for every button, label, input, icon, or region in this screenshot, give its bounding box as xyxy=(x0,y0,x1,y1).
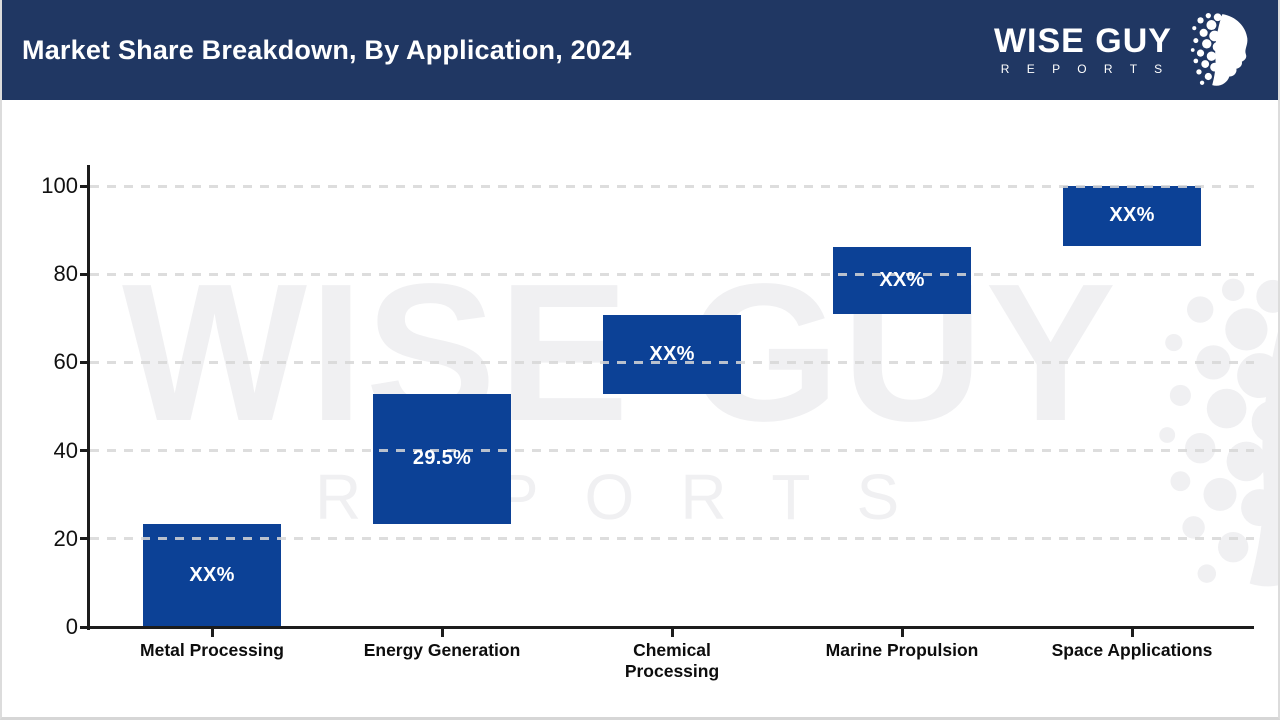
bar-metal-processing xyxy=(143,523,281,627)
x-tick-label: Metal Processing xyxy=(140,640,284,660)
x-tick xyxy=(440,627,444,637)
y-tick-label: 100 xyxy=(41,173,78,198)
bar-marine-propulsion xyxy=(833,247,971,315)
y-tick xyxy=(80,449,90,453)
bar-value-label: XX% xyxy=(189,563,235,586)
y-tick-label: 20 xyxy=(53,525,78,551)
x-tick xyxy=(670,627,674,637)
brand-logo: WISE GUY R E P O R T S xyxy=(994,9,1252,91)
brand-subtitle: R E P O R T S xyxy=(1000,62,1170,76)
gridline xyxy=(90,360,1254,364)
x-tick-label: Marine Propulsion xyxy=(825,640,979,660)
bar-value-label: XX% xyxy=(649,342,695,365)
bar-space-applications xyxy=(1063,186,1201,246)
y-axis-line xyxy=(87,165,90,630)
dotted-head-icon xyxy=(1190,13,1248,86)
y-tick-label: 0 xyxy=(65,614,78,639)
x-tick xyxy=(210,627,214,637)
gridline xyxy=(90,449,1254,453)
gridline xyxy=(90,537,1254,541)
x-tick-label: Chemical Processing xyxy=(624,640,720,682)
x-tick xyxy=(1130,627,1134,637)
x-tick-label: Energy Generation xyxy=(363,640,521,660)
y-tick-label: 40 xyxy=(53,437,78,463)
header: Market Share Breakdown, By Application, … xyxy=(2,0,1278,100)
x-tick-label: Space Applications xyxy=(1051,640,1213,660)
y-tick xyxy=(80,360,90,364)
x-axis-line xyxy=(87,625,1254,629)
brand-text: WISE GUY R E P O R T S xyxy=(994,24,1172,76)
y-tick-label: 80 xyxy=(53,261,78,287)
brand-name: WISE GUY xyxy=(993,22,1172,60)
gridline xyxy=(90,184,1254,188)
y-tick xyxy=(80,184,90,188)
y-tick xyxy=(80,272,90,276)
bar-energy-generation xyxy=(373,393,511,524)
page-title: Market Share Breakdown, By Application, … xyxy=(22,34,632,65)
bar-value-label: 29.5% xyxy=(412,447,472,470)
y-tick-label: 60 xyxy=(53,349,78,375)
x-tick xyxy=(900,627,904,637)
gridline xyxy=(90,272,1254,276)
y-tick xyxy=(80,537,90,541)
bar-value-label: XX% xyxy=(1109,204,1155,227)
bar-value-label: XX% xyxy=(879,269,925,292)
y-tick xyxy=(80,625,90,629)
bar-chemical-processing xyxy=(603,315,741,394)
